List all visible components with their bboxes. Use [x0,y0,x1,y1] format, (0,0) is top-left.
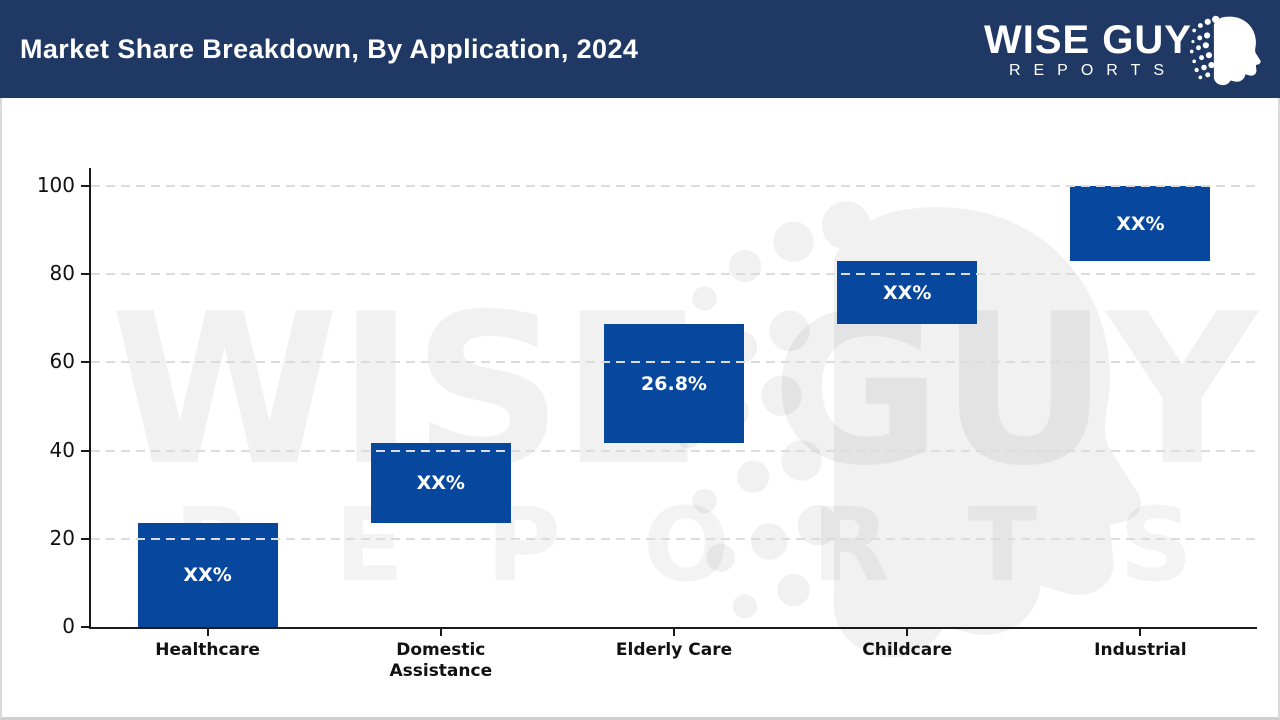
xtick-mark-domestic-assistance [439,627,442,636]
category-label-childcare: Childcare [862,640,953,660]
logo-wordmark-line2: REPORTS [1008,61,1178,79]
gridline-y-80 [91,273,1257,276]
bar-label-childcare: XX% [883,281,932,304]
gridline-y-20 [91,537,1257,540]
ytick-label-60: 60 [49,349,75,374]
plot-area: 0 20 40 60 80 100 XX% Healthcare XX% Domestic Ass… [2,98,1278,717]
ytick-mark-20 [81,537,91,540]
gridline-y-100 [91,185,1257,187]
bar-label-healthcare: XX% [183,564,232,587]
xtick-mark-childcare [906,627,909,636]
category-label-domestic-assistance: Domestic Assistance [389,640,493,682]
category-label-elderly-care: Elderly Care [615,640,733,660]
xtick-mark-industrial [1139,627,1142,636]
category-label-healthcare: Healthcare [155,640,260,660]
bar-domestic-assistance: XX% [370,442,511,524]
chart-area: WISE GUY REPORTS 020406080100XX%Healthca… [0,98,1280,720]
logo-face-icon [1188,9,1262,89]
ytick-label-40: 40 [49,437,75,462]
category-label-industrial: Industrial [1094,640,1187,660]
ytick-mark-80 [81,273,91,276]
gridline-y-60 [91,361,1257,364]
xtick-mark-elderly-care [673,627,675,636]
ytick-mark-100 [81,185,91,187]
ytick-mark-40 [81,449,91,452]
header-bar: Market Share Breakdown, By Application, … [0,0,1280,98]
page-title: Market Share Breakdown, By Application, … [20,33,639,64]
xtick-mark-healthcare [206,627,209,636]
ytick-mark-0 [81,626,91,628]
ytick-mark-60 [81,361,91,364]
bar-label-elderly-care: 26.8% [641,372,707,395]
logo-wordmark: WISE GUY REPORTS [984,20,1192,79]
y-axis-spine [89,168,91,629]
wise-guy-logo: WISE GUY REPORTS [984,9,1262,89]
ytick-label-80: 80 [49,261,75,286]
ytick-label-100: 100 [36,173,75,197]
bar-label-domestic-assistance: XX% [416,472,465,494]
bar-industrial: XX% [1070,186,1211,262]
bar-label-industrial: XX% [1116,212,1165,235]
x-axis-spine [89,627,1257,629]
ytick-label-20: 20 [49,525,75,550]
bar-elderly-care: 26.8% [604,324,744,443]
gridline-y-40 [91,449,1257,452]
logo-wordmark-line1: WISE GUY [983,17,1192,62]
bar-childcare: XX% [837,261,978,325]
ytick-label-0: 0 [62,614,75,638]
bar-healthcare: XX% [137,523,278,627]
